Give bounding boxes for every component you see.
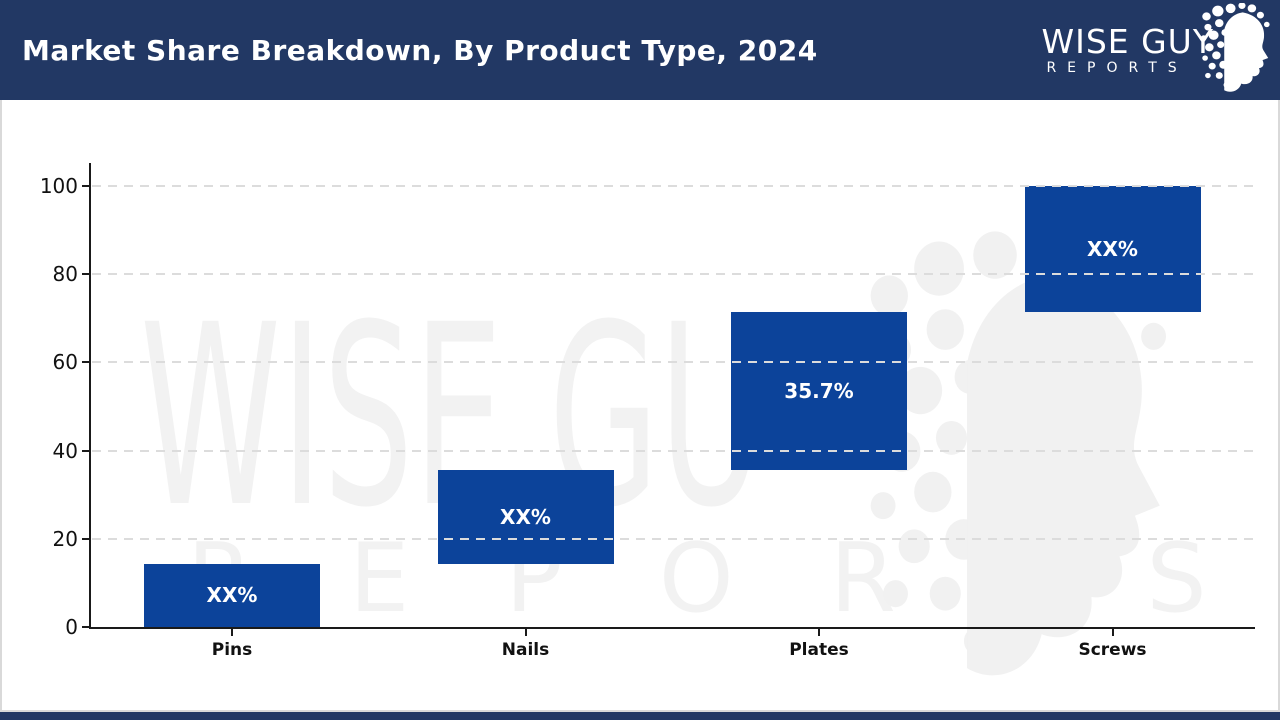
bar-nails xyxy=(437,469,614,564)
gridline xyxy=(92,361,1255,364)
bar-screws xyxy=(1024,186,1201,313)
y-axis-tick xyxy=(82,185,90,187)
bar-value-label: XX% xyxy=(1087,237,1138,262)
y-axis-tick xyxy=(82,361,90,364)
bar-value-label: XX% xyxy=(206,583,258,608)
x-axis-tick xyxy=(1111,629,1114,636)
brand-name: WISE GUY xyxy=(1041,21,1214,61)
y-axis-tick-label: 0 xyxy=(65,615,78,639)
x-axis-label-pins: Pins xyxy=(211,640,253,660)
x-axis-label-screws: Screws xyxy=(1078,640,1147,660)
x-axis-tick xyxy=(818,629,820,636)
gridline xyxy=(92,185,1255,187)
gridline xyxy=(92,273,1255,276)
brand-subtitle: REPORTS xyxy=(1046,60,1188,77)
gridline xyxy=(92,449,1255,452)
y-axis-line xyxy=(89,163,91,629)
x-axis-line xyxy=(89,627,1255,629)
y-axis-tick-label: 40 xyxy=(52,438,78,463)
page-title: Market Share Breakdown, By Product Type,… xyxy=(22,33,818,67)
y-axis-tick-label: 60 xyxy=(52,350,78,375)
y-axis-tick xyxy=(82,449,90,452)
gridline xyxy=(92,537,1255,540)
y-axis-tick-label: 20 xyxy=(52,526,78,551)
x-axis-tick xyxy=(524,629,527,636)
x-axis-label-plates: Plates xyxy=(789,640,849,660)
brand-logo-text: WISE GUY REPORTS xyxy=(1041,21,1214,77)
y-axis-tick xyxy=(82,273,90,276)
bar-pins xyxy=(144,563,320,627)
x-axis-tick xyxy=(231,629,233,636)
header-banner: Market Share Breakdown, By Product Type,… xyxy=(0,0,1280,100)
y-axis-tick-label: 80 xyxy=(52,262,78,287)
chart-canvas: WISE GU R E P O R T S 0 20 40 60 80 100 XX% Pin… xyxy=(0,100,1280,712)
y-axis-tick xyxy=(82,626,90,628)
y-axis-tick xyxy=(82,537,90,540)
brand-logo: WISE GUY REPORTS xyxy=(1041,2,1276,98)
y-axis-tick-label: 100 xyxy=(39,174,78,198)
bar-plates xyxy=(731,312,907,470)
x-axis-label-nails: Nails xyxy=(501,640,550,660)
bar-value-label: 35.7% xyxy=(784,378,854,403)
footer-banner xyxy=(0,712,1280,720)
bar-value-label: XX% xyxy=(500,504,551,529)
